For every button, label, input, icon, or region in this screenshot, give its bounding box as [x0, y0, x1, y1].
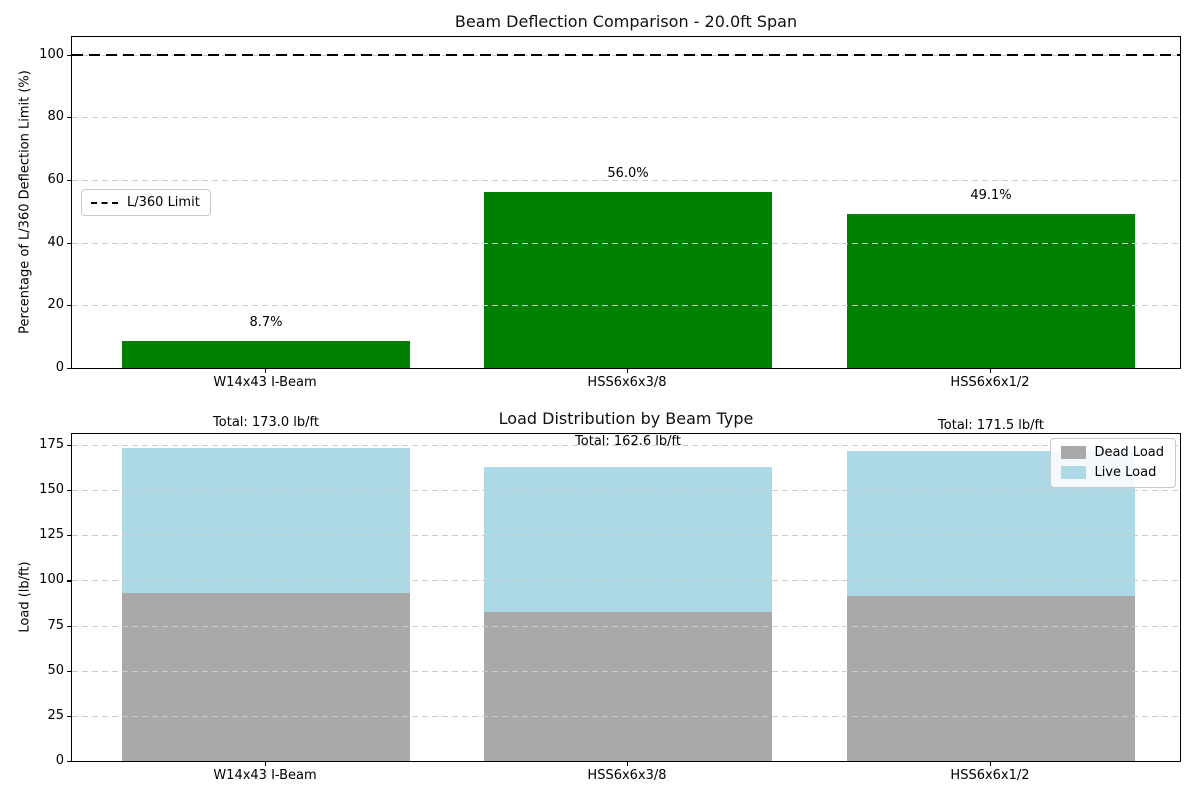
- y-tick-label: 150: [39, 482, 64, 497]
- gridline: [72, 490, 1180, 491]
- chart1-plot-area: L/360 Limit 8.7% 56.0% 49.1%: [71, 36, 1181, 369]
- x-tick-mark: [627, 762, 629, 766]
- y-tick-mark: [67, 305, 71, 307]
- x-tick-mark: [627, 369, 629, 373]
- y-tick-label: 20: [47, 297, 64, 313]
- chart2-plot-area: Dead Load Live Load Total: 173.0 lb/ft To…: [71, 415, 1181, 762]
- chart2-title: Load Distribution by Beam Type: [498, 409, 754, 428]
- legend-label-l360-limit: L/360 Limit: [127, 195, 200, 210]
- y-tick-label: 175: [39, 436, 64, 452]
- y-tick-mark: [67, 580, 71, 582]
- total-label: Total: 173.0 lb/ft: [213, 415, 319, 431]
- y-tick-label: 25: [47, 707, 64, 723]
- y-tick-mark: [67, 54, 71, 56]
- y-tick-mark: [67, 625, 71, 627]
- bar-value-label: 8.7%: [249, 314, 283, 330]
- chart1-legend: L/360 Limit: [81, 189, 211, 216]
- x-tick-mark: [265, 762, 267, 766]
- total-label: Total: 162.6 lb/ft: [575, 434, 681, 450]
- gridline: [72, 242, 1180, 244]
- gridline: [72, 179, 1180, 181]
- y-tick-mark: [67, 715, 71, 718]
- y-tick-mark: [67, 490, 71, 492]
- stacked-bar-segment: [122, 448, 410, 593]
- y-tick-mark: [67, 242, 71, 244]
- bar: [484, 192, 772, 368]
- y-tick-mark: [67, 670, 71, 672]
- x-tick-mark: [990, 762, 992, 766]
- chart1-title: Beam Deflection Comparison - 20.0ft Span: [454, 12, 798, 31]
- y-tick-mark: [67, 444, 71, 447]
- y-tick-label: 0: [55, 360, 64, 375]
- x-tick-label: W14x43 I-Beam: [213, 768, 317, 783]
- x-tick-label: HSS6x6x3/8: [587, 375, 667, 390]
- x-tick-label: HSS6x6x3/8: [587, 768, 667, 783]
- gridline: [72, 580, 1180, 582]
- y-tick-label: 100: [39, 46, 64, 62]
- stacked-bar-segment: [122, 592, 410, 761]
- threshold-line: [72, 53, 1180, 57]
- x-tick-label: HSS6x6x1/2: [950, 768, 1030, 783]
- gridline: [72, 535, 1180, 537]
- y-tick-label: 60: [47, 171, 64, 187]
- legend-label-live-load: Live Load: [1094, 465, 1157, 480]
- chart2-legend: Dead Load Live Load: [1050, 438, 1176, 488]
- total-label: Total: 171.5 lb/ft: [938, 418, 1044, 434]
- y-tick-label: 100: [39, 572, 64, 588]
- x-tick-mark: [990, 369, 992, 373]
- legend-item-dead-load: Dead Load: [1061, 445, 1164, 460]
- y-tick-mark: [67, 117, 71, 119]
- dead-load-swatch: [1061, 446, 1087, 459]
- y-tick-mark: [67, 761, 71, 763]
- live-load-swatch: [1061, 466, 1087, 479]
- legend-item-live-load: Live Load: [1061, 465, 1164, 480]
- y-tick-label: 0: [55, 753, 64, 768]
- stacked-bar-segment: [484, 611, 772, 761]
- gridline: [72, 305, 1180, 307]
- y-tick-label: 125: [39, 527, 64, 543]
- y-tick-label: 75: [47, 617, 64, 633]
- bar-value-label: 56.0%: [607, 166, 649, 182]
- y-tick-mark: [67, 535, 71, 537]
- gridline: [72, 715, 1180, 717]
- gridline: [72, 117, 1180, 119]
- bar: [122, 340, 410, 368]
- x-tick-label: HSS6x6x1/2: [950, 375, 1030, 390]
- stacked-bar-segment: [847, 595, 1135, 761]
- y-tick-label: 40: [47, 234, 64, 250]
- stacked-bar-segment: [484, 467, 772, 612]
- y-tick-label: 50: [47, 662, 64, 678]
- legend-label-dead-load: Dead Load: [1094, 445, 1164, 460]
- bar: [847, 214, 1135, 368]
- y-tick-label: 80: [47, 109, 64, 125]
- bar-value-label: 49.1%: [970, 188, 1012, 204]
- x-tick-mark: [265, 369, 267, 373]
- gridline: [72, 625, 1180, 627]
- y-tick-mark: [67, 179, 71, 182]
- y-tick-mark: [67, 368, 71, 370]
- gridline: [72, 444, 1180, 446]
- gridline: [72, 670, 1180, 672]
- x-tick-label: W14x43 I-Beam: [213, 375, 317, 390]
- dashed-line-swatch: [91, 201, 118, 204]
